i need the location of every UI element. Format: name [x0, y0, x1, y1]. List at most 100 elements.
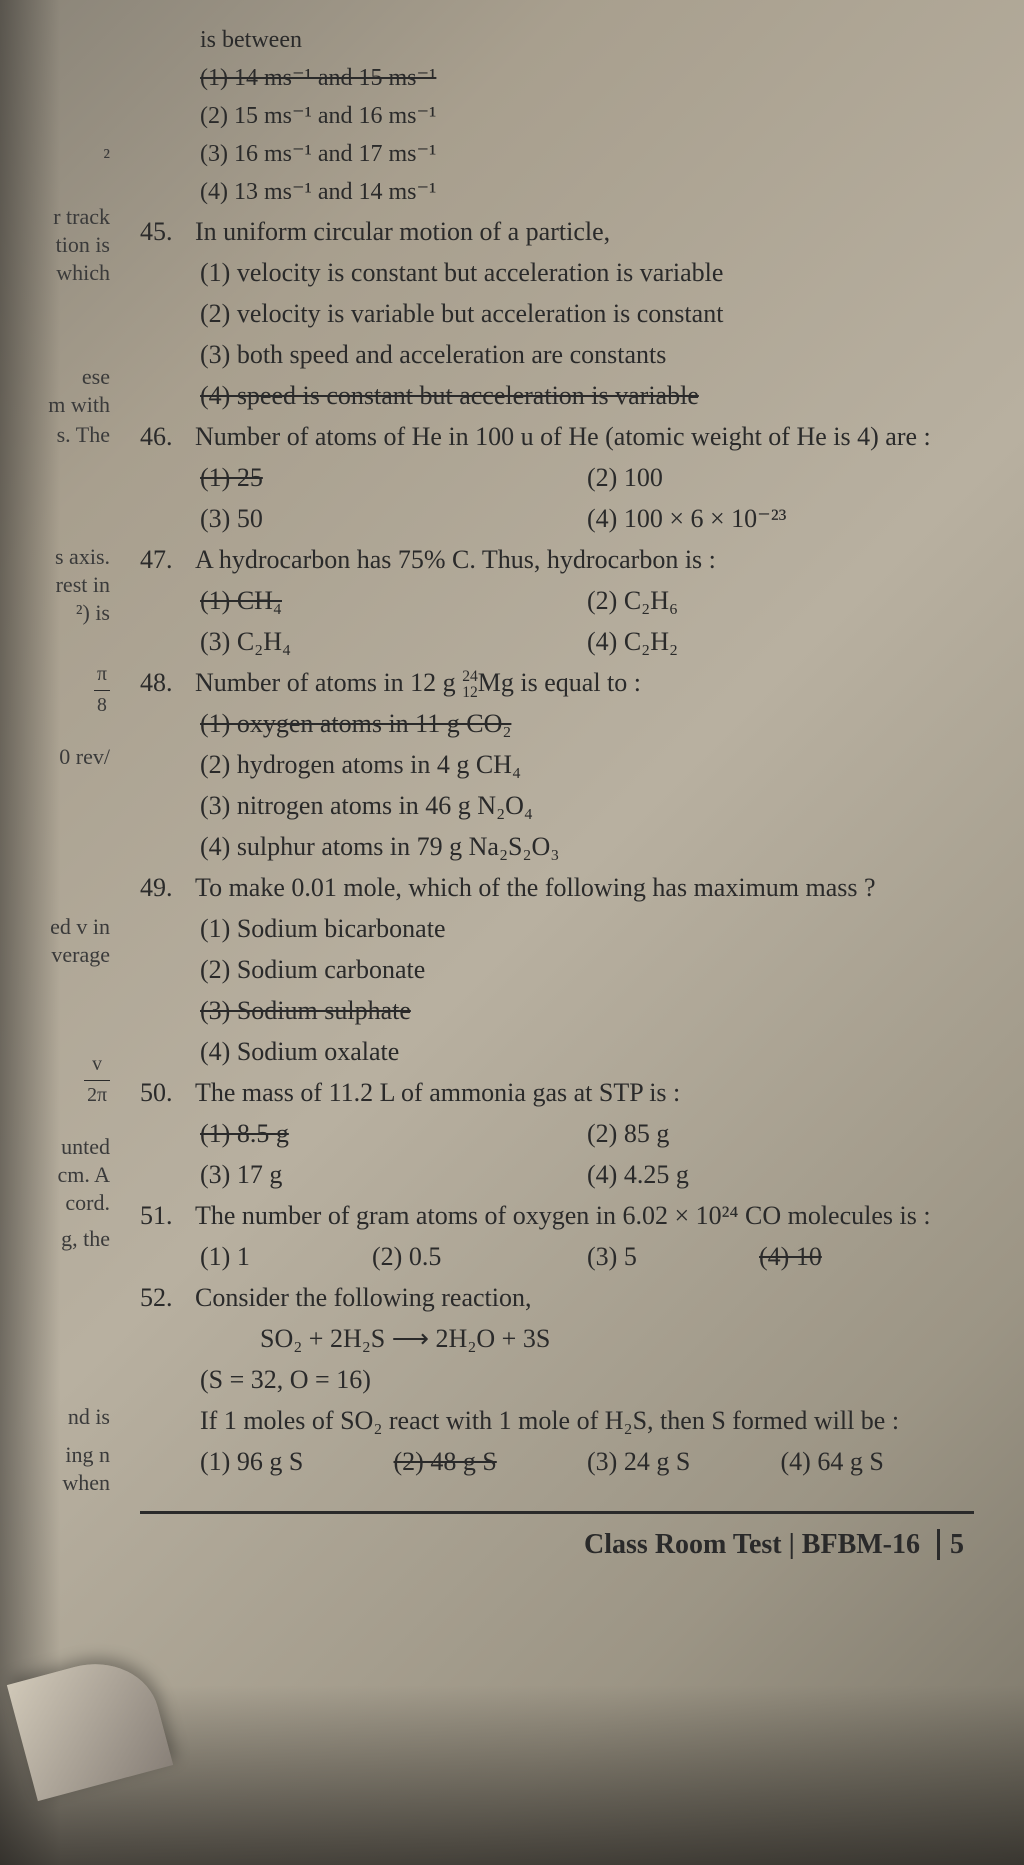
q47-number: 47. — [140, 540, 195, 579]
atomic-number: 12 — [462, 685, 478, 701]
margin-fragment: cord. — [65, 1186, 110, 1219]
margin-fragment: 0 rev/ — [59, 740, 110, 773]
q50-options-row1: (1) 8.5 g (2) 85 g — [200, 1114, 974, 1153]
margin-fragment: nd is — [68, 1400, 110, 1433]
frac-den: 2π — [84, 1081, 110, 1111]
q47-stem: A hydrocarbon has 75% C. Thus, hydrocarb… — [195, 540, 969, 579]
q49-option-2: (2) Sodium carbonate — [200, 950, 974, 989]
frac-num: v — [84, 1050, 110, 1081]
frac-num: π — [94, 660, 110, 691]
q46-options-row2: (3) 50 (4) 100 × 6 × 10⁻²³ — [200, 499, 974, 538]
exam-page: ² r track tion is which ese m with s. Th… — [0, 0, 1024, 1865]
q46-stem: Number of atoms of He in 100 u of He (at… — [195, 417, 969, 456]
q46-option-1: (1) 25 — [200, 458, 587, 497]
q52-number: 52. — [140, 1278, 195, 1317]
margin-fragment: ²) is — [76, 596, 110, 629]
q49-number: 49. — [140, 868, 195, 907]
mass-number: 24 — [462, 669, 478, 685]
option-text: (1) CH₄ — [200, 586, 282, 615]
margin-fragment: which — [56, 256, 110, 289]
q44-option-4: (4) 13 ms⁻¹ and 14 ms⁻¹ — [200, 174, 974, 210]
option-text: (4) 10 — [759, 1242, 822, 1271]
option-text: (4) speed is constant but acceleration i… — [200, 381, 699, 410]
q47-option-3: (3) C₂H₄ — [200, 622, 587, 661]
q46-number: 46. — [140, 417, 195, 456]
option-text: (1) 14 ms⁻¹ and 15 ms⁻¹ — [200, 65, 436, 91]
q51-option-1: (1) 1 — [200, 1237, 372, 1276]
q52-option-4: (4) 64 g S — [781, 1442, 975, 1481]
q51-option-3: (3) 5 — [587, 1237, 759, 1276]
stem-part: Number of atoms in 12 g — [195, 668, 462, 697]
isotope-notation: 2412 — [462, 669, 478, 700]
q48-option-4: (4) sulphur atoms in 79 g Na₂S₂O₃ — [200, 827, 974, 866]
q46-option-2: (2) 100 — [587, 458, 974, 497]
q50-stem: The mass of 11.2 L of ammonia gas at STP… — [195, 1073, 969, 1112]
q49: 49.To make 0.01 mole, which of the follo… — [140, 868, 974, 907]
q52: 52.Consider the following reaction, — [140, 1278, 974, 1317]
q52-option-2: (2) 48 g S — [394, 1442, 588, 1481]
q50-option-2: (2) 85 g — [587, 1114, 974, 1153]
q48-option-2: (2) hydrogen atoms in 4 g CH₄ — [200, 745, 974, 784]
option-text: (1) oxygen atoms in 11 g CO₂ — [200, 709, 511, 738]
option-text: (3) Sodium sulphate — [200, 996, 411, 1025]
q52-condition: (S = 32, O = 16) — [200, 1360, 974, 1399]
q47-options-row1: (1) CH₄ (2) C₂H₆ — [200, 581, 974, 620]
q51-number: 51. — [140, 1196, 195, 1235]
q50-number: 50. — [140, 1073, 195, 1112]
margin-fragment: π8 — [94, 660, 110, 720]
q47: 47.A hydrocarbon has 75% C. Thus, hydroc… — [140, 540, 974, 579]
margin-fragment: when — [62, 1466, 110, 1499]
page-footer: Class Room Test | BFBM-16 5 — [140, 1511, 974, 1566]
q51-stem: The number of gram atoms of oxygen in 6.… — [195, 1196, 969, 1235]
option-text: (1) 8.5 g — [200, 1119, 289, 1148]
margin-fragment: verage — [51, 938, 110, 971]
q49-option-4: (4) Sodium oxalate — [200, 1032, 974, 1071]
q52-option-1: (1) 96 g S — [200, 1442, 394, 1481]
left-margin-fragments: ² r track tion is which ese m with s. Th… — [0, 0, 115, 1865]
q45-option-3: (3) both speed and acceleration are cons… — [200, 335, 974, 374]
q48: 48.Number of atoms in 12 g 2412Mg is equ… — [140, 663, 974, 702]
q52-options-row: (1) 96 g S (2) 48 g S (3) 24 g S (4) 64 … — [200, 1442, 974, 1481]
q45-option-1: (1) velocity is constant but acceleratio… — [200, 253, 974, 292]
q51: 51.The number of gram atoms of oxygen in… — [140, 1196, 974, 1235]
q46-option-4: (4) 100 × 6 × 10⁻²³ — [587, 499, 974, 538]
margin-fragment: v2π — [84, 1050, 110, 1110]
footer-page-number: 5 — [937, 1529, 974, 1560]
margin-fragment: s. The — [57, 418, 110, 451]
q52-equation: SO₂ + 2H₂S ⟶ 2H₂O + 3S — [260, 1319, 974, 1358]
q49-option-1: (1) Sodium bicarbonate — [200, 909, 974, 948]
stem-part: Mg is equal to : — [478, 668, 641, 697]
q44-option-3: (3) 16 ms⁻¹ and 17 ms⁻¹ — [200, 136, 974, 172]
option-text: (2) 48 g S — [394, 1447, 497, 1476]
q51-options-row: (1) 1 (2) 0.5 (3) 5 (4) 10 — [200, 1237, 974, 1276]
option-text: (1) 25 — [200, 463, 263, 492]
q46-option-3: (3) 50 — [200, 499, 587, 538]
q50-option-4: (4) 4.25 g — [587, 1155, 974, 1194]
q52-stem: Consider the following reaction, — [195, 1278, 969, 1317]
margin-fragment: g, the — [61, 1222, 110, 1255]
q45: 45.In uniform circular motion of a parti… — [140, 212, 974, 251]
q48-stem: Number of atoms in 12 g 2412Mg is equal … — [195, 663, 969, 702]
q51-option-4: (4) 10 — [759, 1237, 974, 1276]
q46-options-row1: (1) 25 (2) 100 — [200, 458, 974, 497]
q44-option-2: (2) 15 ms⁻¹ and 16 ms⁻¹ — [200, 98, 974, 134]
q45-number: 45. — [140, 212, 195, 251]
frac-den: 8 — [94, 691, 110, 721]
margin-fragment: ² — [103, 140, 110, 173]
q48-option-1: (1) oxygen atoms in 11 g CO₂ — [200, 704, 974, 743]
q49-stem: To make 0.01 mole, which of the followin… — [195, 868, 969, 907]
q50-option-1: (1) 8.5 g — [200, 1114, 587, 1153]
q45-option-4: (4) speed is constant but acceleration i… — [200, 376, 974, 415]
q47-option-1: (1) CH₄ — [200, 581, 587, 620]
q46: 46.Number of atoms of He in 100 u of He … — [140, 417, 974, 456]
q50-options-row2: (3) 17 g (4) 4.25 g — [200, 1155, 974, 1194]
q44-option-1: (1) 14 ms⁻¹ and 15 ms⁻¹ — [200, 60, 974, 96]
q48-option-3: (3) nitrogen atoms in 46 g N₂O₄ — [200, 786, 974, 825]
q47-options-row2: (3) C₂H₄ (4) C₂H₂ — [200, 622, 974, 661]
q45-stem: In uniform circular motion of a particle… — [195, 212, 969, 251]
margin-fragment: m with — [48, 388, 110, 421]
q51-option-2: (2) 0.5 — [372, 1237, 587, 1276]
q52-option-3: (3) 24 g S — [587, 1442, 781, 1481]
q50: 50.The mass of 11.2 L of ammonia gas at … — [140, 1073, 974, 1112]
q47-option-2: (2) C₂H₆ — [587, 581, 974, 620]
